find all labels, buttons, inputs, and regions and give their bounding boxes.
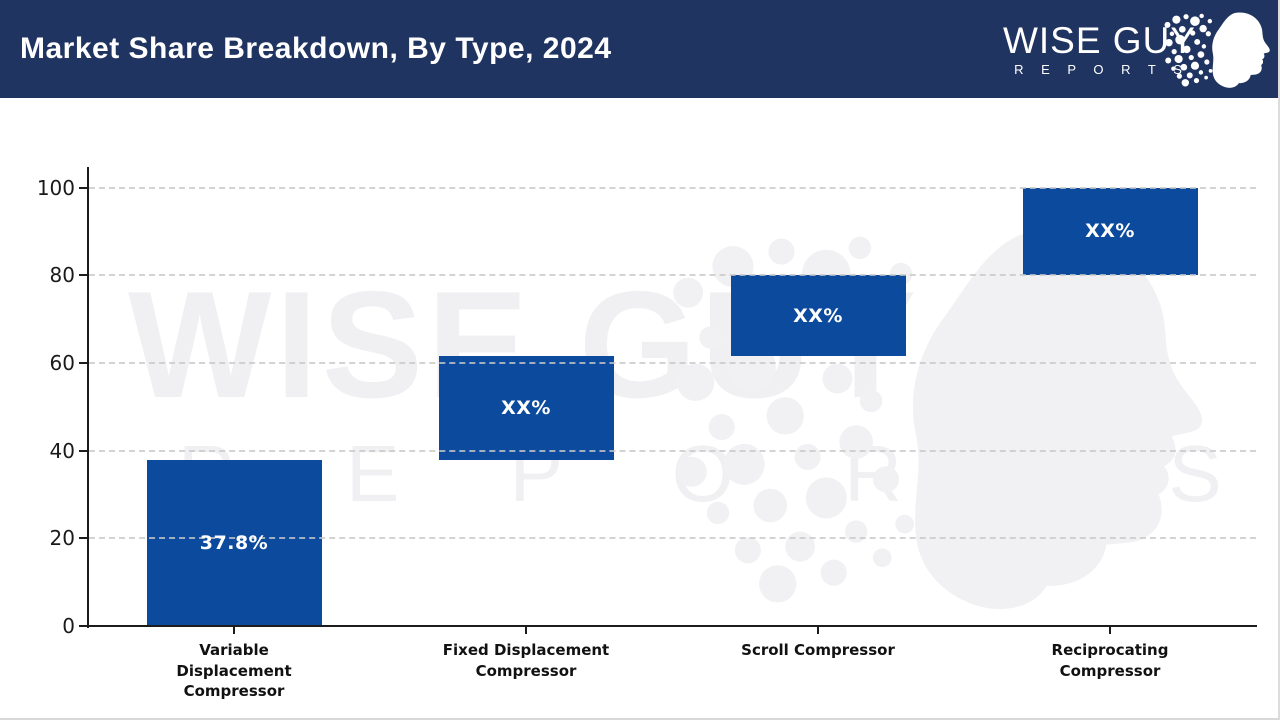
chart-title: Market Share Breakdown, By Type, 2024	[20, 32, 612, 65]
watermark-layer: WISE GUY R E P O R T S	[0, 98, 1278, 718]
brand-name: WISE GUY	[1002, 19, 1196, 61]
watermark-head-icon	[673, 230, 1203, 610]
brand-logo-text: WISE GUY R E P O R T S	[1003, 22, 1196, 77]
brand-subname: R E P O R T S	[1014, 61, 1189, 77]
header-bar: Market Share Breakdown, By Type, 2024 WI…	[0, 0, 1278, 98]
brand-logo: WISE GUY R E P O R T S	[1003, 10, 1278, 88]
